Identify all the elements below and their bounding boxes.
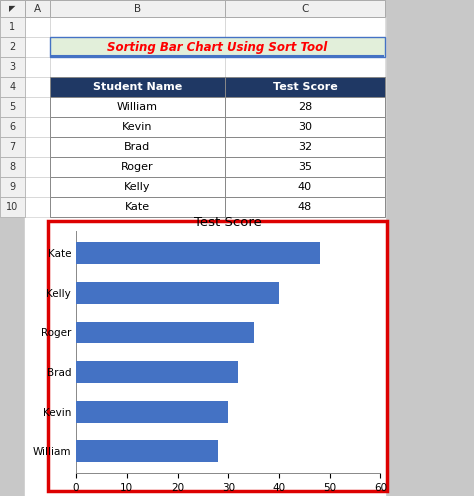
- Bar: [25, 17, 50, 37]
- Bar: [50, 77, 225, 97]
- Bar: [225, 77, 385, 97]
- Text: 30: 30: [298, 122, 312, 132]
- Bar: [225, 157, 385, 177]
- Bar: [25, 157, 50, 177]
- Bar: [225, 157, 385, 177]
- Text: 10: 10: [6, 202, 18, 212]
- Text: 5: 5: [9, 102, 16, 112]
- Bar: [25, 117, 50, 137]
- Bar: [0, 177, 25, 197]
- Bar: [225, 117, 385, 137]
- Bar: [76, 361, 238, 383]
- Text: 3: 3: [9, 62, 16, 72]
- Bar: [50, 197, 225, 217]
- Bar: [0, 0, 25, 17]
- Bar: [25, 177, 50, 197]
- Bar: [0, 137, 25, 157]
- Text: 32: 32: [298, 142, 312, 152]
- Bar: [0, 117, 25, 137]
- Bar: [50, 197, 225, 217]
- Text: Kelly: Kelly: [124, 182, 151, 192]
- Title: Test Score: Test Score: [194, 216, 262, 229]
- Text: 9: 9: [9, 182, 16, 192]
- Bar: [50, 57, 225, 77]
- Bar: [48, 221, 387, 491]
- Bar: [225, 97, 385, 117]
- Bar: [225, 37, 385, 57]
- Text: 2: 2: [9, 42, 16, 52]
- Bar: [0, 197, 25, 217]
- Bar: [50, 117, 225, 137]
- Text: Sorting Bar Chart Using Sort Tool: Sorting Bar Chart Using Sort Tool: [108, 41, 328, 54]
- Bar: [50, 17, 225, 37]
- Text: 6: 6: [9, 122, 16, 132]
- Text: William: William: [117, 102, 158, 112]
- Text: ◤: ◤: [9, 4, 16, 13]
- Bar: [225, 197, 385, 217]
- Bar: [25, 37, 50, 57]
- Bar: [50, 37, 225, 57]
- Bar: [76, 401, 228, 423]
- Bar: [225, 137, 385, 157]
- Bar: [0, 157, 25, 177]
- Bar: [50, 77, 225, 97]
- Bar: [25, 57, 50, 77]
- Bar: [0, 97, 25, 117]
- Bar: [0, 77, 25, 97]
- Text: Test Score: Test Score: [273, 82, 337, 92]
- Bar: [225, 117, 385, 137]
- Bar: [225, 177, 385, 197]
- Bar: [76, 321, 254, 343]
- Bar: [76, 440, 218, 462]
- Text: Student Name: Student Name: [93, 82, 182, 92]
- Bar: [76, 243, 319, 264]
- Text: Kate: Kate: [125, 202, 150, 212]
- Bar: [25, 97, 50, 117]
- Bar: [225, 197, 385, 217]
- Bar: [25, 17, 385, 496]
- Bar: [50, 177, 225, 197]
- Text: B: B: [134, 3, 141, 13]
- Bar: [225, 97, 385, 117]
- Bar: [225, 77, 385, 97]
- Bar: [0, 17, 25, 37]
- Bar: [225, 57, 385, 77]
- Bar: [0, 37, 25, 57]
- Text: 40: 40: [298, 182, 312, 192]
- Bar: [25, 197, 50, 217]
- Text: Kevin: Kevin: [122, 122, 153, 132]
- Text: 8: 8: [9, 162, 16, 172]
- Bar: [50, 0, 225, 17]
- Text: 1: 1: [9, 22, 16, 32]
- Bar: [50, 97, 225, 117]
- Text: 4: 4: [9, 82, 16, 92]
- Bar: [225, 177, 385, 197]
- Text: Roger: Roger: [121, 162, 154, 172]
- Text: 28: 28: [298, 102, 312, 112]
- Text: A: A: [34, 3, 41, 13]
- Bar: [0, 57, 25, 77]
- Bar: [50, 137, 225, 157]
- Bar: [76, 282, 279, 304]
- Text: Brad: Brad: [124, 142, 151, 152]
- Bar: [25, 137, 50, 157]
- Bar: [50, 97, 225, 117]
- Bar: [25, 77, 50, 97]
- Text: 48: 48: [298, 202, 312, 212]
- Bar: [50, 37, 385, 57]
- Bar: [50, 157, 225, 177]
- Text: 35: 35: [298, 162, 312, 172]
- Bar: [225, 17, 385, 37]
- Bar: [225, 0, 385, 17]
- Bar: [50, 157, 225, 177]
- Bar: [25, 0, 50, 17]
- Text: C: C: [301, 3, 309, 13]
- Bar: [50, 137, 225, 157]
- Text: 7: 7: [9, 142, 16, 152]
- Bar: [225, 137, 385, 157]
- Bar: [50, 117, 225, 137]
- Bar: [50, 177, 225, 197]
